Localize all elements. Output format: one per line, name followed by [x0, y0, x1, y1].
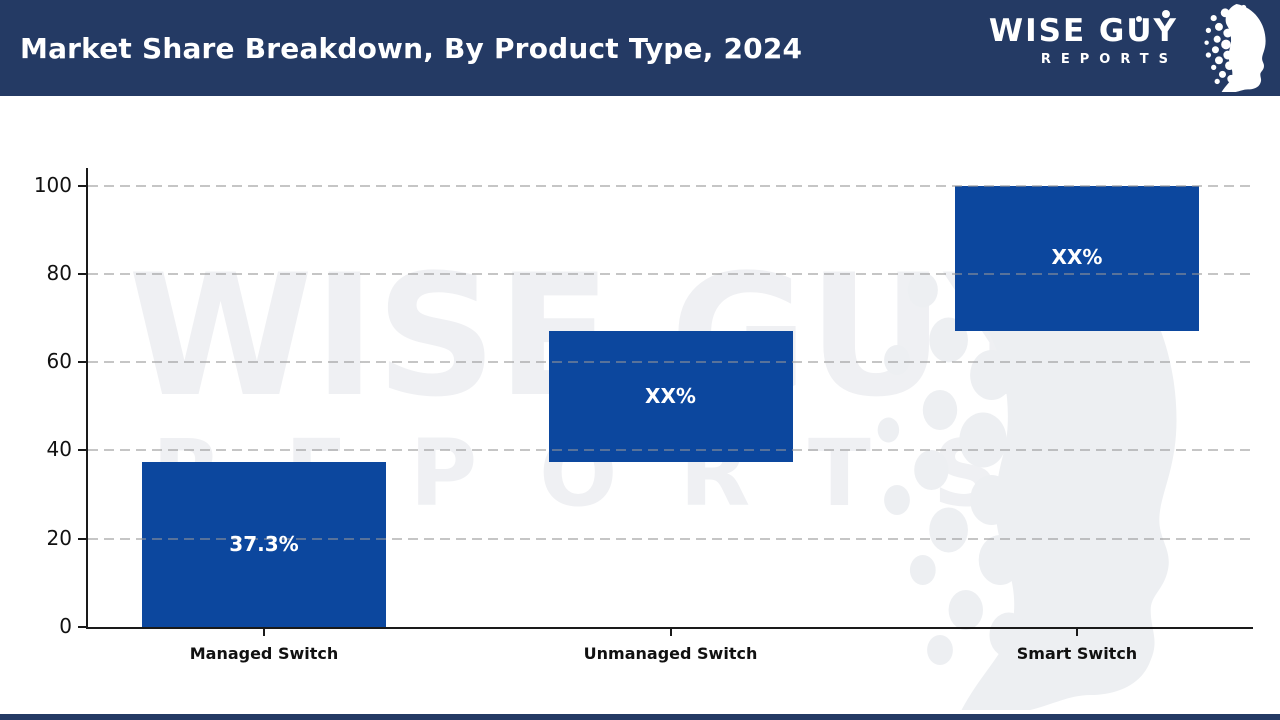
y-axis-line — [86, 168, 88, 629]
wise-guy-logo: WISE GUY REPORTS — [974, 0, 1274, 96]
plot-area: 37.3% Managed Switch XX% Unmanaged Switch XX… — [34, 168, 1253, 663]
y-axis-tick — [78, 272, 86, 275]
x-axis-tick — [669, 629, 672, 636]
y-axis-tick-label: 60 — [46, 349, 72, 374]
gridline — [88, 184, 1253, 187]
header-bar: Market Share Breakdown, By Product Type,… — [0, 0, 1280, 96]
bar-segment — [142, 462, 386, 627]
y-axis-tick-label: 40 — [46, 437, 72, 462]
y-axis-tick — [78, 626, 86, 628]
bar-value-label: 37.3% — [229, 531, 299, 556]
logo-wiseguy-text: WISE GUY — [988, 13, 1178, 49]
bar-segment — [548, 331, 793, 463]
y-axis-tick — [78, 361, 86, 364]
logo-face-icon — [1182, 4, 1270, 96]
gridline — [88, 272, 1253, 275]
y-axis-tick-label: 100 — [33, 172, 72, 197]
gridline — [88, 449, 1253, 452]
bar-segment — [955, 185, 1199, 332]
y-axis-tick — [78, 537, 86, 540]
x-axis-tick — [1076, 629, 1078, 636]
gridline — [88, 537, 1253, 540]
logo-accent-dot-icon — [1136, 16, 1142, 22]
y-axis-tick — [78, 184, 86, 187]
y-axis-tick-label: 20 — [46, 525, 72, 550]
x-axis-line — [86, 627, 1253, 629]
logo-reports-text: REPORTS — [1040, 52, 1178, 67]
y-axis-tick-label: 0 — [59, 614, 72, 638]
page-title: Market Share Breakdown, By Product Type,… — [20, 31, 803, 65]
x-axis-tick — [263, 629, 265, 636]
footer-bar — [0, 714, 1280, 720]
y-axis-tick — [78, 449, 86, 452]
x-axis-category-label: Smart Switch — [1016, 644, 1138, 663]
bar-value-label: XX% — [645, 383, 696, 408]
x-axis-category-label: Managed Switch — [189, 644, 339, 663]
bar-value-label: XX% — [1051, 245, 1103, 270]
logo-text: WISE GUY REPORTS — [989, 14, 1178, 68]
y-axis-tick-label: 80 — [46, 260, 72, 285]
logo-accent-dot-icon — [1162, 10, 1170, 18]
gridline — [88, 361, 1253, 364]
x-axis-category-label: Unmanaged Switch — [583, 644, 758, 663]
